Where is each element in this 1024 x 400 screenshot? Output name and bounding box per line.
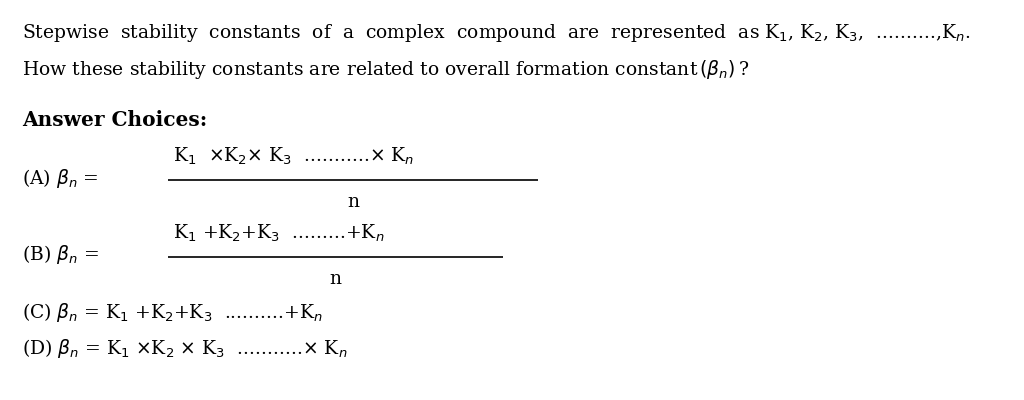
Text: K$_1$ +K$_2$+K$_3$  .........+K$_n$: K$_1$ +K$_2$+K$_3$ .........+K$_n$ [173,222,385,244]
Text: Stepwise  stability  constants  of  a  complex  compound  are  represented  as K: Stepwise stability constants of a comple… [22,22,971,44]
Text: (B) $\beta_n$ =: (B) $\beta_n$ = [22,244,99,266]
Text: (D) $\beta_n$ = K$_1$ $\times$K$_2$ $\times$ K$_3$  ...........$\times$ K$_n$: (D) $\beta_n$ = K$_1$ $\times$K$_2$ $\ti… [22,336,347,360]
Text: n: n [347,193,359,211]
Text: Answer Choices:: Answer Choices: [22,110,207,130]
Text: (A) $\beta_n$ =: (A) $\beta_n$ = [22,166,98,190]
Text: How these stability constants are related to overall formation constant$\,(\beta: How these stability constants are relate… [22,58,750,81]
Text: K$_1$  $\times$K$_2$$\times$ K$_3$  ...........$\times$ K$_n$: K$_1$ $\times$K$_2$$\times$ K$_3$ ......… [173,145,415,167]
Text: (C) $\beta_n$ = K$_1$ +K$_2$+K$_3$  ..........+K$_n$: (C) $\beta_n$ = K$_1$ +K$_2$+K$_3$ .....… [22,300,323,324]
Text: n: n [329,270,341,288]
